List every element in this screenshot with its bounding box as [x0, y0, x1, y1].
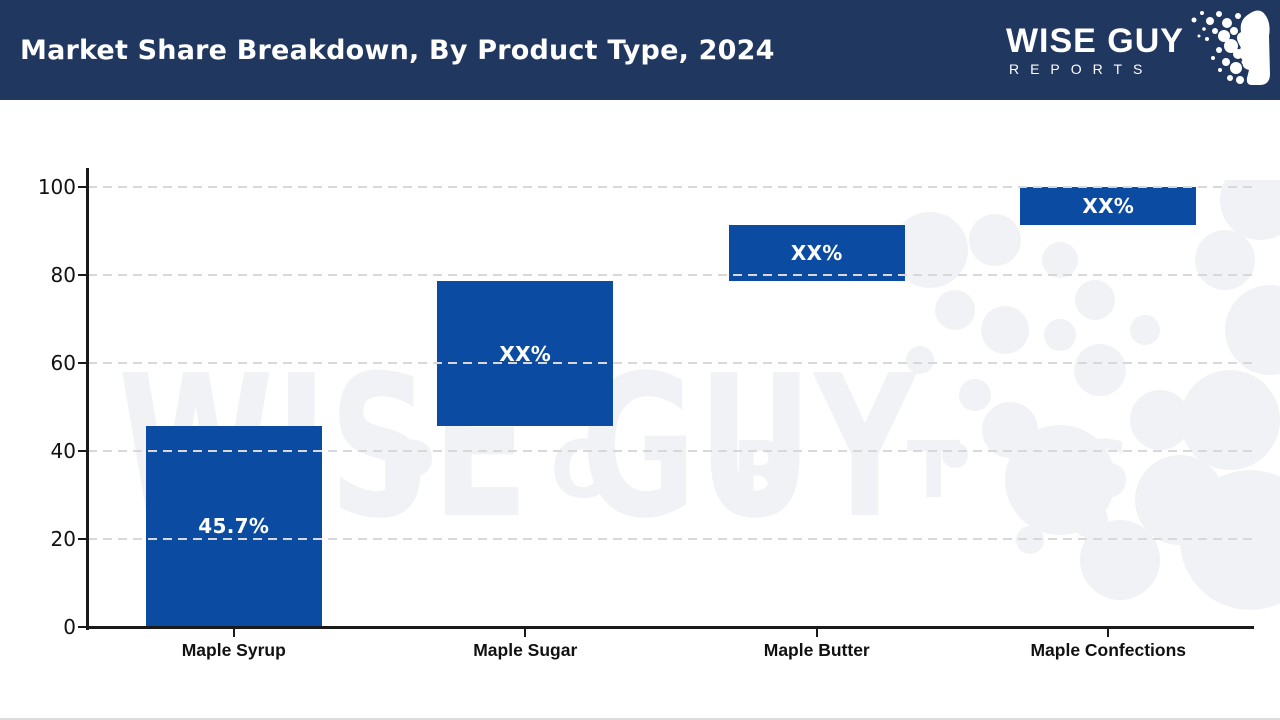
bar-value-label: XX% [499, 341, 552, 366]
bar-maple-sugar: XX% [437, 281, 614, 426]
logo-wordmark: WISE GUY [1005, 21, 1184, 60]
x-tick-3 [1107, 628, 1110, 637]
wiseguy-head-icon [1191, 10, 1270, 86]
bar-value-label: XX% [1082, 193, 1135, 218]
gridline-20 [88, 538, 1254, 540]
logo-subtitle: REPORTS [1008, 60, 1154, 77]
bar-maple-confections: XX% [1020, 187, 1197, 225]
watermark-head-icon [892, 180, 1280, 610]
gridline-80 [88, 274, 1254, 276]
y-tick-60 [78, 362, 88, 364]
x-tick-2 [815, 628, 818, 637]
bar-value-label: XX% [790, 240, 843, 265]
y-axis-label-40: 40 [50, 439, 76, 463]
page-title: Market Share Breakdown, By Product Type,… [20, 34, 775, 66]
gridline-100 [88, 186, 1254, 188]
x-tick-0 [232, 628, 235, 637]
y-axis-spine [86, 168, 89, 630]
y-tick-20 [78, 538, 88, 540]
y-axis-label-100: 100 [37, 175, 76, 199]
page-bottom-border [0, 718, 1280, 720]
gridline-40 [88, 450, 1254, 452]
x-axis-spine [86, 626, 1254, 629]
gridline-60 [88, 362, 1254, 364]
x-axis-label-3: Maple Confections [1030, 640, 1187, 660]
bar-value-label: 45.7% [198, 514, 270, 539]
x-tick-1 [524, 628, 527, 637]
wiseguy-logo: WISE GUY REPORTS [1006, 0, 1272, 100]
bar-maple-syrup: 45.7% [145, 425, 322, 627]
y-axis-label-80: 80 [50, 263, 76, 287]
y-axis-label-60: 60 [50, 351, 76, 375]
x-axis-label-0: Maple Syrup [181, 640, 286, 660]
y-tick-100 [78, 186, 88, 188]
y-axis-label-0: 0 [63, 615, 76, 639]
y-tick-80 [78, 274, 88, 276]
waterfall-chart: WISE GUY P O R T S 45.7% XX% XX% XX% 0 20 40 6… [0, 100, 1280, 718]
y-axis-label-20: 20 [50, 527, 76, 551]
x-axis-label-2: Maple Butter [763, 640, 870, 660]
logo-wordmark-block: WISE GUY REPORTS [1006, 24, 1184, 77]
y-tick-40 [78, 450, 88, 452]
bar-maple-butter: XX% [728, 224, 905, 282]
x-axis-label-1: Maple Sugar [473, 640, 578, 660]
report-header: Market Share Breakdown, By Product Type,… [0, 0, 1280, 100]
y-tick-0 [78, 626, 88, 628]
